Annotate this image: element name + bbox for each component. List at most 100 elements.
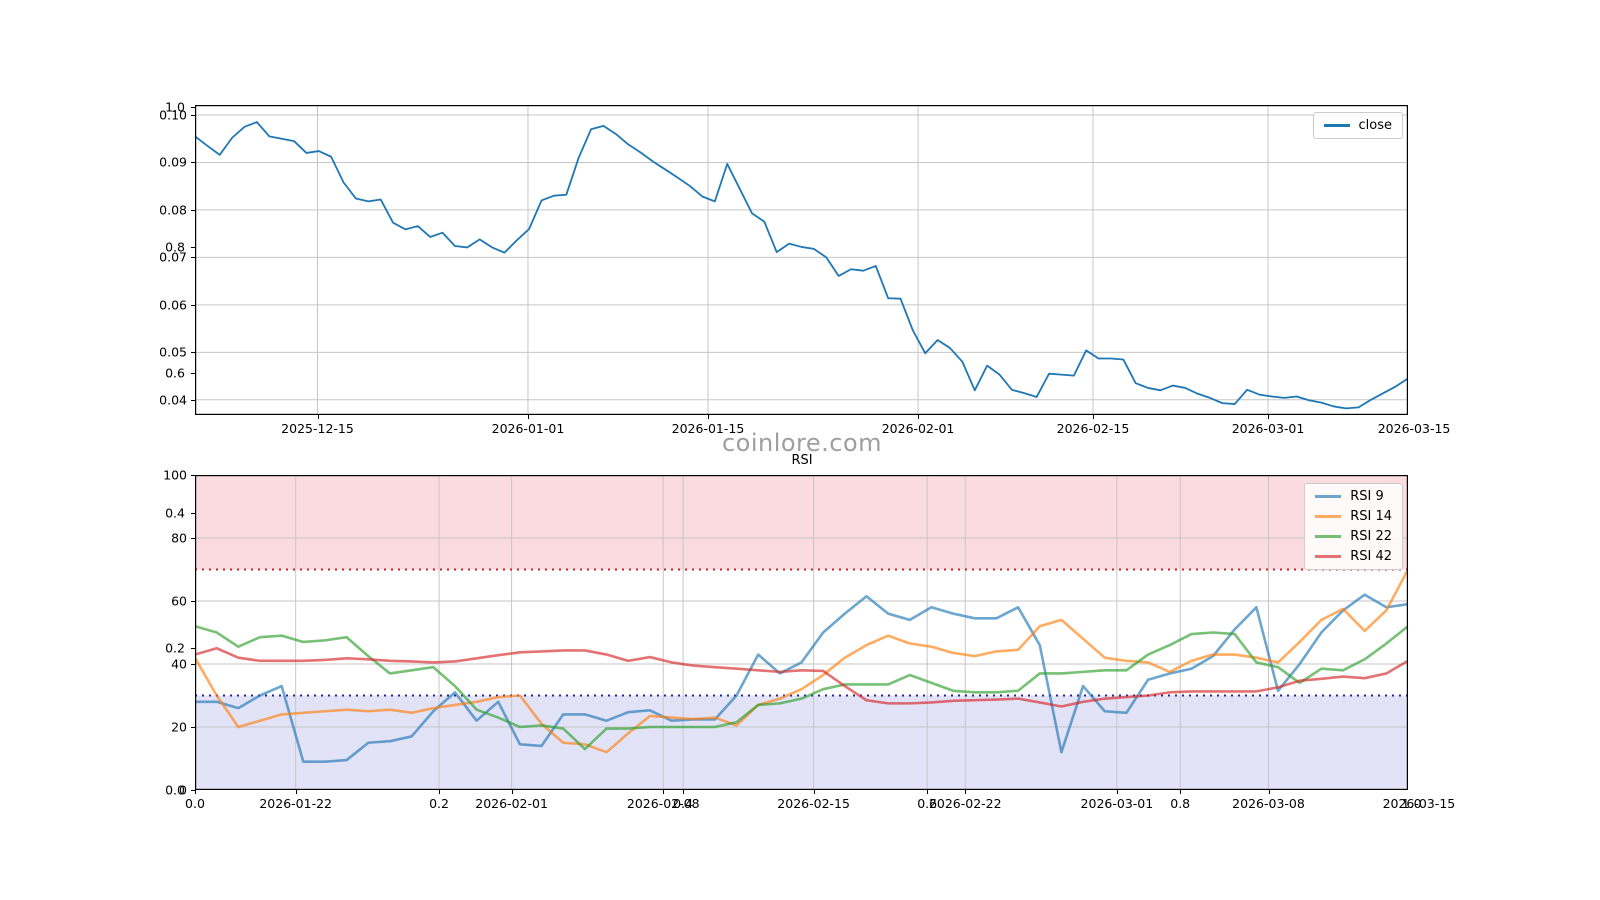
legend-item: RSI 42 [1315,549,1392,564]
x-tick-label: 2026-02-01 [881,421,955,436]
overbought-band [195,475,1408,570]
x-tick-label: 1.0 [1401,796,1422,811]
y-tick-mark [191,399,195,401]
y-tick-mark [191,257,195,259]
x-tick-label: 2026-03-15 [1377,421,1451,436]
y-tick-label: 0.06 [159,297,187,313]
legend-label: RSI 42 [1350,549,1392,564]
legend-line-sample [1315,555,1342,558]
y-tick-label: 100 [163,467,187,483]
legend-line-sample [1315,495,1342,498]
x-tick-mark [1268,790,1270,794]
x-tick-label: 0.6 [917,796,938,811]
x-tick-mark [317,415,319,419]
y-tick-label: 0.10 [159,107,187,123]
y-tick-mark [191,664,195,665]
x-tick-mark [439,790,441,794]
legend-item: close [1323,118,1392,133]
y-tick-label: 0.07 [159,249,187,265]
x-tick-label: 2026-02-08 [626,796,700,811]
legend-line-sample [1323,124,1350,127]
legend-line-sample [1315,515,1342,518]
x-tick-mark [707,415,709,419]
y-tick-label: 0.04 [159,392,187,408]
x-tick-mark [1116,790,1118,794]
x-tick-label: 2026-01-01 [491,421,565,436]
y-tick-mark [191,162,195,164]
x-tick-mark [511,790,513,794]
y-tick-mark [191,304,195,306]
series-rsi-22 [195,624,1408,751]
series-rsi-42 [195,646,1408,708]
legend-item: RSI 14 [1315,509,1392,524]
x-tick-mark [918,415,920,419]
x-tick-label: 2026-03-01 [1080,796,1154,811]
x-tick-label: 0.8 [1170,796,1191,811]
y2-tick-label: 1.0 [165,99,185,115]
y-tick-label: 0.09 [159,154,187,170]
y-tick-label: 40 [171,656,187,672]
x-tick-label: 2026-03-15 [1382,796,1456,811]
x-tick-mark [1180,790,1182,794]
price-legend: close [1312,112,1403,139]
x-tick-label: 2026-02-22 [928,796,1002,811]
x-tick-mark [965,790,967,794]
series-rsi-9 [195,593,1408,763]
x-tick-label: 2026-02-15 [777,796,850,811]
rsi-chart-title: RSI [791,453,813,468]
legend-label: close [1358,118,1392,133]
x-tick-label: 0.2 [429,796,449,811]
rsi-plot-area [195,475,1408,790]
legend-label: RSI 14 [1350,509,1392,524]
watermark: coinlore.com [721,429,883,457]
x-tick-label: 2026-02-01 [475,796,548,811]
x-tick-mark [683,790,685,794]
y2-tick-mark [191,790,195,791]
y-tick-label: 0.05 [159,344,187,360]
y-tick-label: 0.08 [159,202,187,218]
price-plot-area [195,105,1408,415]
y2-tick-mark [191,647,195,649]
x-tick-label: 2026-01-22 [259,796,332,811]
legend-label: RSI 9 [1350,489,1384,504]
x-tick-label: 2026-01-15 [671,421,745,436]
series-close [195,121,1408,410]
legend-line-sample [1315,535,1342,538]
rsi-legend: RSI 9 RSI 14 RSI 22 RSI 42 [1304,483,1403,570]
y2-tick-label: 0.2 [165,640,185,656]
y-tick-mark [191,727,195,728]
y2-tick-label: 0.6 [165,365,185,381]
x-tick-mark [927,790,929,794]
x-tick-mark [1268,415,1270,419]
y-tick-label: 80 [171,530,187,546]
y-tick-label: 60 [171,593,187,609]
legend-item: RSI 22 [1315,529,1392,544]
x-tick-mark [663,790,665,794]
x-tick-label: 2026-03-08 [1232,796,1305,811]
y-tick-label: 0 [179,782,187,798]
x-tick-mark [1092,415,1094,419]
series-rsi-14 [195,568,1408,754]
y2-tick-mark [191,373,195,375]
y2-tick-mark [191,106,195,108]
y2-tick-label: 0.0 [165,782,185,798]
y-tick-mark [191,475,195,476]
x-tick-label: 0.0 [185,796,205,811]
y2-tick-mark [191,246,195,248]
y-tick-mark [191,209,195,211]
y2-tick-label: 0.8 [165,239,185,255]
x-tick-mark [195,790,196,794]
x-tick-label: 0.4 [673,796,694,811]
y-tick-mark [191,601,195,602]
legend-label: RSI 22 [1350,529,1392,544]
y2-tick-label: 0.4 [165,505,185,521]
x-tick-label: 2026-02-15 [1056,421,1130,436]
x-tick-mark [813,790,815,794]
x-tick-mark [527,415,529,419]
legend-item: RSI 9 [1315,489,1392,504]
y-tick-mark [191,538,195,539]
x-tick-label: 2026-03-01 [1231,421,1305,436]
y-tick-mark [191,352,195,354]
x-tick-label: 2025-12-15 [281,421,354,436]
